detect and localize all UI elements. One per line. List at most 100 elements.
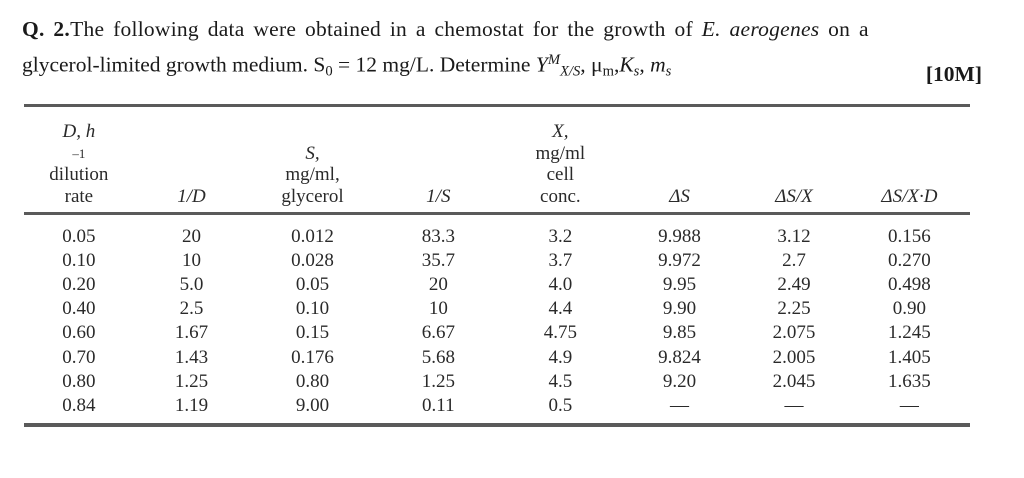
cell-dilution-rate: 0.60 — [62, 322, 96, 344]
question-number: Q. 2. — [22, 17, 71, 41]
cell-delta-s-over-x: 2.25 — [777, 298, 811, 320]
column-header-delta-s-over-x-label: ΔS/X — [775, 185, 813, 207]
column-header-s-glycerol: glycerol — [281, 185, 344, 207]
ms-subscript: s — [665, 63, 672, 80]
cell-delta-s: 9.988 — [658, 225, 701, 247]
cell-dilution-rate: 0.84 — [62, 395, 96, 416]
cell-inverse-d: 10 — [181, 249, 201, 271]
table-bottom-rule — [24, 422, 970, 427]
column-header-dilution-line: dilution — [49, 164, 109, 185]
cell-cell-conc: 3.2 — [548, 225, 573, 247]
table-row: 0.60 1.67 0.15 6.67 4.75 9.85 2.075 1.245 — [24, 320, 970, 344]
column-header-delta-s-over-xd-label: ΔS/X·D — [881, 185, 938, 207]
yield-superscript: M — [547, 52, 560, 68]
species-name: E. aerogenes — [701, 17, 820, 41]
mu-subscript: m — [602, 63, 614, 80]
column-header-s-units: mg/ml, — [285, 164, 340, 185]
column-header-x-conc: conc. — [540, 185, 581, 207]
column-header-substrate: S, mg/ml, glycerol — [249, 107, 376, 212]
cell-delta-s-over-x: 2.075 — [772, 322, 816, 344]
column-header-inverse-s-label: 1/S — [426, 185, 451, 207]
cell-delta-s-over-x: 2.7 — [782, 249, 806, 271]
cell-cell-conc: 4.5 — [548, 370, 573, 392]
table-row: 0.20 5.0 0.05 20 4.0 9.95 2.49 0.498 — [24, 271, 970, 295]
cell-delta-s-over-xd: 1.245 — [888, 322, 931, 344]
cell-inverse-d: 1.19 — [174, 395, 209, 416]
cell-inverse-s: 5.68 — [421, 346, 455, 368]
cell-delta-s: 9.95 — [662, 274, 697, 296]
cell-dilution-rate: 0.20 — [62, 274, 96, 296]
cell-cell-conc: 4.75 — [543, 322, 577, 344]
column-header-x-symbol: X, — [552, 121, 569, 142]
question-line-1-text-part-2: on a — [819, 17, 869, 41]
cell-substrate-conc: 9.00 — [295, 395, 330, 416]
cell-delta-s: 9.972 — [658, 249, 701, 271]
cell-delta-s-over-x: 2.49 — [777, 274, 811, 296]
cell-delta-s-over-x: 2.005 — [772, 346, 816, 368]
cell-cell-conc: 4.4 — [548, 298, 573, 320]
cell-substrate-conc: 0.15 — [295, 322, 330, 344]
column-header-delta-s-label: ΔS — [669, 185, 690, 207]
data-table: D, h –1 dilution rate 1/D S, mg/ml, glyce… — [24, 104, 970, 427]
cell-delta-s-over-xd: 0.90 — [892, 298, 927, 320]
column-header-delta-s-over-xd: ΔS/X·D — [849, 107, 970, 212]
cell-inverse-s: 1.25 — [421, 370, 455, 392]
cell-substrate-conc: 0.012 — [291, 225, 334, 247]
cell-inverse-d: 20 — [181, 225, 201, 247]
table-row: 0.84 1.19 9.00 0.11 0.5 — — — — [24, 392, 970, 422]
cell-inverse-s: 10 — [428, 298, 448, 320]
cell-delta-s: — — [670, 395, 690, 416]
cell-delta-s-over-xd: 0.156 — [888, 225, 931, 247]
cell-delta-s-over-x: 3.12 — [777, 225, 811, 247]
cell-inverse-d: 1.25 — [174, 370, 209, 392]
column-header-inverse-d-label: 1/D — [177, 185, 206, 207]
cell-inverse-s: 0.11 — [422, 395, 455, 416]
ks-symbol: K — [619, 52, 634, 77]
column-header-x-units: mg/ml — [535, 142, 586, 164]
cell-cell-conc: 3.7 — [548, 249, 573, 271]
cell-delta-s: 9.90 — [662, 298, 697, 320]
cell-delta-s-over-x: — — [784, 395, 804, 416]
cell-inverse-s: 35.7 — [421, 249, 455, 271]
cell-delta-s: 9.20 — [662, 370, 697, 392]
table-header-row: D, h –1 dilution rate 1/D S, mg/ml, glyce… — [24, 107, 970, 212]
column-header-d-symbol: D, h — [62, 121, 96, 142]
column-header-d-exponent: –1 — [72, 145, 86, 161]
cell-dilution-rate: 0.80 — [62, 370, 96, 392]
question-line-2-text-part-4: , — [613, 52, 620, 77]
cell-inverse-s: 20 — [428, 274, 448, 296]
table-row: 0.70 1.43 0.176 5.68 4.9 9.824 2.005 1.405 — [24, 344, 970, 368]
column-header-x-cell: cell — [546, 164, 575, 185]
column-header-rate-line: rate — [64, 185, 94, 207]
cell-inverse-d: 1.43 — [174, 346, 209, 368]
table-body: 0.05 20 0.012 83.3 3.2 9.988 3.12 0.156 0.10 10 0.… — [24, 215, 970, 423]
cell-substrate-conc: 0.80 — [295, 370, 330, 392]
cell-delta-s: 9.85 — [662, 322, 697, 344]
cell-cell-conc: 4.9 — [548, 346, 573, 368]
table-row: 0.05 20 0.012 83.3 3.2 9.988 3.12 0.156 — [24, 215, 970, 247]
cell-inverse-s: 6.67 — [421, 322, 455, 344]
question-line-1-text-part-1: The following data were obtained in a ch… — [70, 17, 702, 41]
ms-symbol: m — [650, 52, 666, 77]
column-header-dilution-rate: D, h –1 dilution rate — [24, 107, 134, 212]
question-line-1: Q. 2.The following data were obtained in… — [22, 14, 1002, 45]
question-line-2-text-part-5: , — [639, 52, 651, 77]
column-header-s-symbol: S, — [305, 142, 320, 164]
cell-inverse-s: 83.3 — [421, 225, 455, 247]
cell-substrate-conc: 0.028 — [291, 249, 334, 271]
cell-substrate-conc: 0.10 — [295, 298, 330, 320]
cell-dilution-rate: 0.10 — [62, 249, 96, 271]
cell-delta-s: 9.824 — [658, 346, 701, 368]
question-line-2: glycerol-limited growth medium. S0 = 12 … — [22, 45, 1002, 88]
yield-subscript: X/S — [560, 63, 581, 80]
table-row: 0.40 2.5 0.10 10 4.4 9.90 2.25 0.90 — [24, 296, 970, 320]
question-line-2-text-part-3: , μ — [580, 52, 603, 77]
column-header-cell-conc: X, mg/ml cell conc. — [501, 107, 620, 212]
cell-dilution-rate: 0.70 — [62, 346, 96, 368]
cell-cell-conc: 0.5 — [548, 395, 573, 416]
cell-cell-conc: 4.0 — [548, 274, 573, 296]
question-line-2-text-part-1: glycerol-limited growth medium. S — [22, 52, 326, 77]
column-header-inverse-s: 1/S — [376, 107, 501, 212]
table-header: D, h –1 dilution rate 1/D S, mg/ml, glyce… — [24, 107, 970, 212]
question-block: Q. 2.The following data were obtained in… — [22, 14, 1002, 88]
